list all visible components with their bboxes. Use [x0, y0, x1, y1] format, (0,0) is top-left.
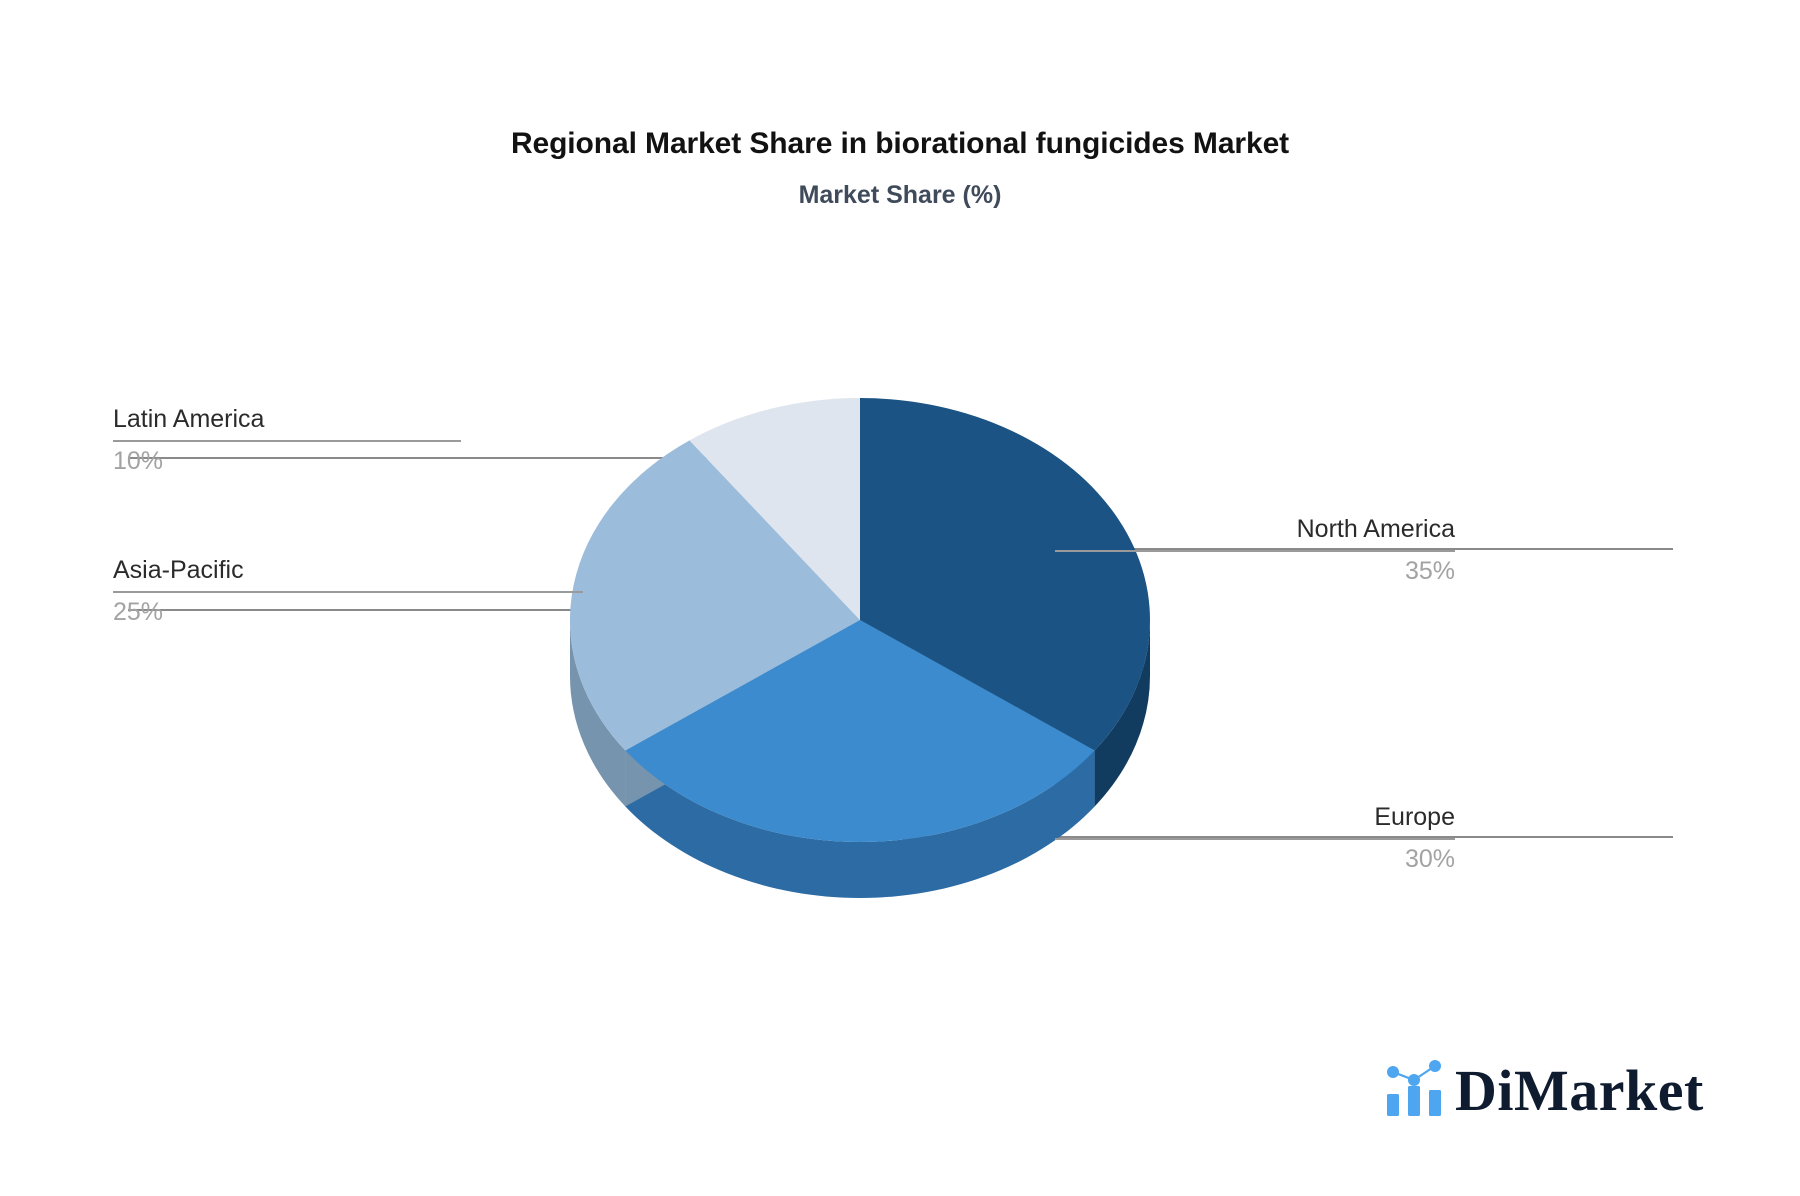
- pie-slice-north-america[interactable]: [860, 398, 1150, 751]
- callout-europe[interactable]: Europe 30%: [1055, 802, 1455, 876]
- callout-label-latin-america: Latin America: [113, 405, 265, 433]
- callout-asia-pacific[interactable]: Asia-Pacific 25%: [113, 555, 583, 629]
- title-block: Regional Market Share in biorational fun…: [0, 126, 1800, 210]
- pie-chart: [570, 370, 1230, 970]
- callout-value-europe: 30%: [1404, 845, 1455, 874]
- callout-latin-america[interactable]: Latin America 10%: [113, 404, 461, 478]
- pie-slices: [570, 398, 1150, 842]
- callout-rule: [113, 591, 583, 594]
- chart-title: Regional Market Share in biorational fun…: [510, 127, 1290, 160]
- bar-chart-dots-icon: [1387, 1060, 1441, 1116]
- chart-subtitle: Market Share (%): [798, 181, 1002, 209]
- pie-side-europe: [625, 750, 1095, 898]
- pie-slice-asia-pacific[interactable]: [570, 440, 860, 751]
- callout-label-north-america: North America: [1296, 515, 1455, 543]
- pie-slice-europe[interactable]: [625, 620, 1095, 842]
- callout-rule: [1055, 550, 1455, 553]
- pie-slice-latin-america[interactable]: [689, 398, 860, 620]
- callout-value-latin-america: 10%: [113, 447, 164, 476]
- callout-north-america[interactable]: North America 35%: [1055, 514, 1455, 588]
- callout-rule: [113, 440, 461, 443]
- dimarket-logo: DiMarket: [1385, 1044, 1704, 1123]
- callout-rule: [1055, 838, 1455, 841]
- pie-side-north-america: [1094, 620, 1150, 807]
- pie-side-asia-pacific: [570, 620, 626, 807]
- brand-name: DiMarket: [1455, 1057, 1704, 1123]
- pie-svg: [570, 398, 1150, 898]
- callout-value-asia-pacific: 25%: [113, 598, 164, 627]
- callout-value-north-america: 35%: [1404, 557, 1455, 586]
- callout-label-asia-pacific: Asia-Pacific: [113, 556, 244, 584]
- callout-label-europe: Europe: [1374, 803, 1455, 831]
